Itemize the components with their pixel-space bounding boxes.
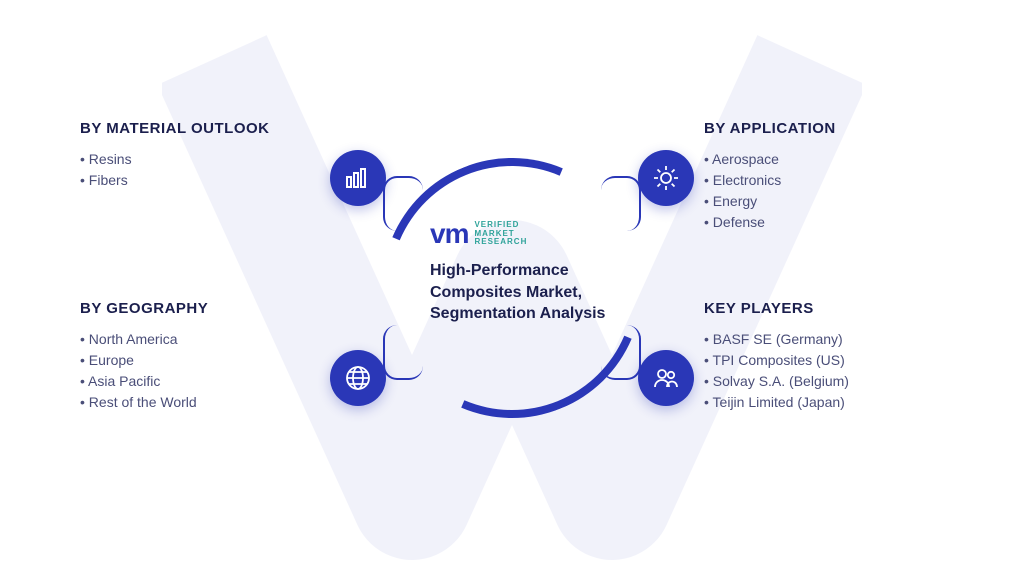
list-item: BASF SE (Germany) xyxy=(704,329,944,350)
list-item: Teijin Limited (Japan) xyxy=(704,392,944,413)
segment-list: ResinsFibers xyxy=(80,149,320,191)
main-title: High-Performance Composites Market, Segm… xyxy=(430,260,620,325)
segment-header: BY MATERIAL OUTLOOK xyxy=(80,120,320,139)
list-item: Defense xyxy=(704,212,944,233)
globe-icon xyxy=(330,350,386,406)
list-item: North America xyxy=(80,329,320,350)
gear-icon xyxy=(638,150,694,206)
segment-list: BASF SE (Germany)TPI Composites (US)Solv… xyxy=(704,329,944,413)
list-item: Resins xyxy=(80,149,320,170)
list-item: Aerospace xyxy=(704,149,944,170)
center-content: vm VERIFIED MARKET RESEARCH High-Perform… xyxy=(430,218,620,325)
segment-header: BY APPLICATION xyxy=(704,120,944,139)
list-item: Solvay S.A. (Belgium) xyxy=(704,371,944,392)
logo-mark: vm xyxy=(430,218,468,250)
list-item: Rest of the World xyxy=(80,392,320,413)
list-item: Energy xyxy=(704,191,944,212)
segment-material-outlook: BY MATERIAL OUTLOOK ResinsFibers xyxy=(80,120,320,191)
people-icon xyxy=(638,350,694,406)
segment-header: KEY PLAYERS xyxy=(704,300,944,319)
list-item: Asia Pacific xyxy=(80,371,320,392)
logo: vm VERIFIED MARKET RESEARCH xyxy=(430,218,620,250)
segment-list: AerospaceElectronicsEnergyDefense xyxy=(704,149,944,233)
list-item: Electronics xyxy=(704,170,944,191)
segment-application: BY APPLICATION AerospaceElectronicsEnerg… xyxy=(704,120,944,233)
center-hub: vm VERIFIED MARKET RESEARCH High-Perform… xyxy=(382,158,642,418)
infographic-layout: vm VERIFIED MARKET RESEARCH High-Perform… xyxy=(0,0,1024,576)
segment-key-players: KEY PLAYERS BASF SE (Germany)TPI Composi… xyxy=(704,300,944,413)
logo-text: VERIFIED MARKET RESEARCH xyxy=(474,221,527,247)
logo-line3: RESEARCH xyxy=(474,238,527,247)
list-item: Fibers xyxy=(80,170,320,191)
segment-geography: BY GEOGRAPHY North AmericaEuropeAsia Pac… xyxy=(80,300,320,413)
bar-chart-icon xyxy=(330,150,386,206)
list-item: TPI Composites (US) xyxy=(704,350,944,371)
segment-list: North AmericaEuropeAsia PacificRest of t… xyxy=(80,329,320,413)
segment-header: BY GEOGRAPHY xyxy=(80,300,320,319)
list-item: Europe xyxy=(80,350,320,371)
